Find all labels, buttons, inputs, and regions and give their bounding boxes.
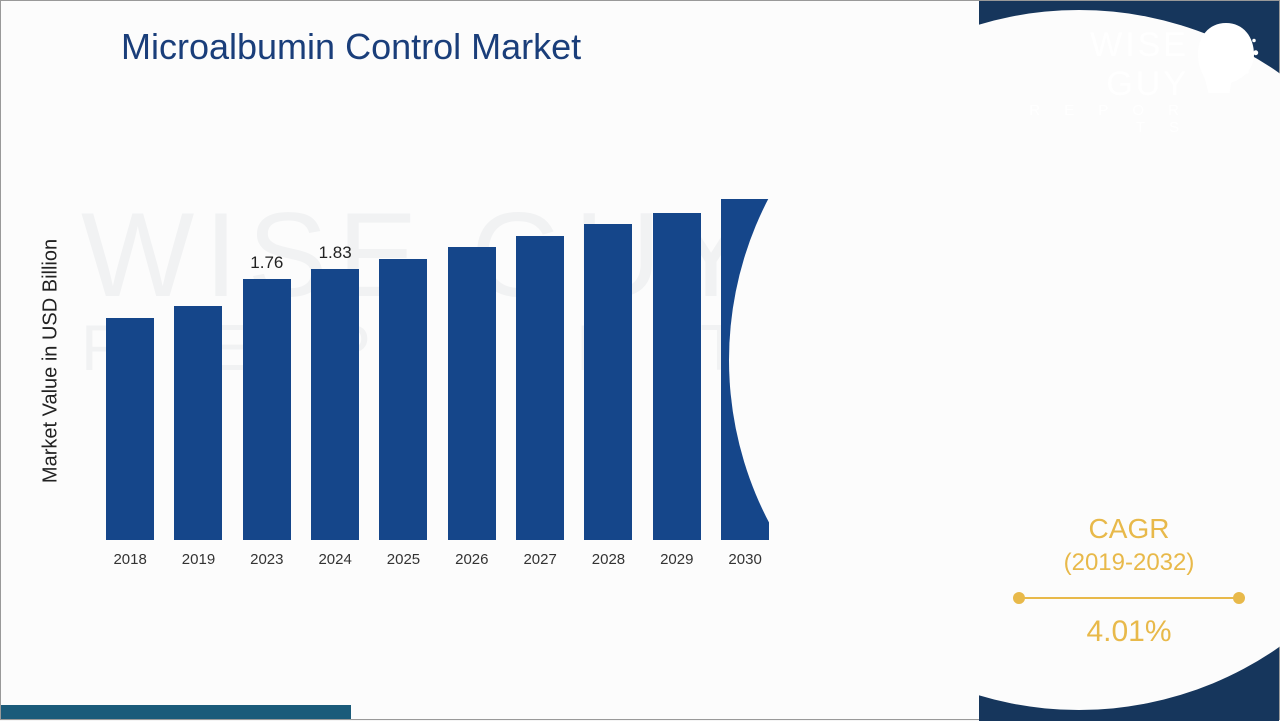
main-canvas: WISE GUY R E P O R T S Microalbumin Cont… xyxy=(0,0,1280,720)
right-panel-content: WISE GUY R E P O R T S CAGR (2019-2032) … xyxy=(1,1,1279,719)
logo-head-icon xyxy=(1191,18,1261,98)
cagr-range: (2019-2032) xyxy=(1009,549,1249,577)
cagr-value: 4.01% xyxy=(1009,615,1249,649)
logo-sub-text: R E P O R T S xyxy=(999,102,1249,136)
cagr-divider xyxy=(1019,597,1239,599)
cagr-label: CAGR xyxy=(1009,513,1249,545)
brand-logo: WISE GUY R E P O R T S xyxy=(999,26,1249,136)
cagr-block: CAGR (2019-2032) 4.01% xyxy=(1009,513,1249,649)
